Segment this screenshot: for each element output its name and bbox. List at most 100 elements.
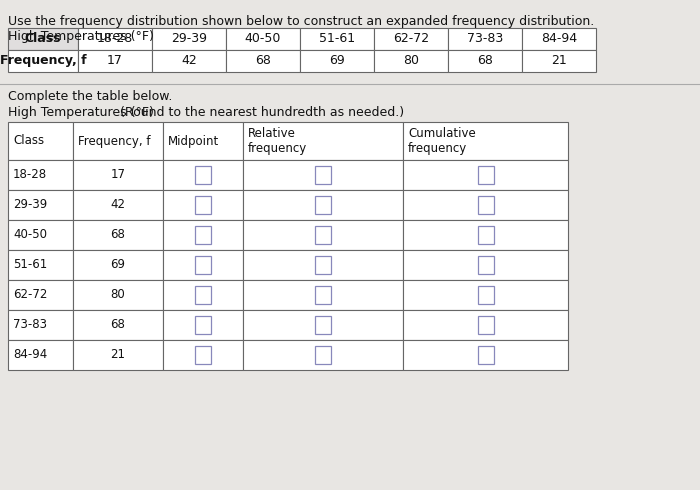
Bar [8,310,73,340]
Text: 29-39: 29-39 [13,198,48,212]
Text: 84-94: 84-94 [541,32,577,46]
Text: 69: 69 [111,259,125,271]
Bar [195,346,211,364]
Bar [477,166,494,184]
Bar [73,220,163,250]
Text: 18-28: 18-28 [97,32,133,46]
Bar [73,250,163,280]
Bar [315,316,331,334]
Bar [522,50,596,72]
Bar [8,220,73,250]
Bar [226,50,300,72]
Text: 42: 42 [111,198,125,212]
Bar [8,28,78,50]
Text: 42: 42 [181,54,197,68]
Bar [195,256,211,274]
Text: 73-83: 73-83 [13,318,47,332]
Text: Cumulative
frequency: Cumulative frequency [408,127,476,155]
Bar [163,250,243,280]
Text: 80: 80 [111,289,125,301]
Bar [477,196,494,214]
Bar [163,340,243,370]
Bar [152,50,226,72]
Bar [403,280,568,310]
Bar [8,280,73,310]
Bar [8,122,73,160]
Text: 73-83: 73-83 [467,32,503,46]
Bar [195,286,211,304]
Bar [195,226,211,244]
Bar [243,122,403,160]
Bar [78,50,152,72]
Bar [195,196,211,214]
Bar [243,310,403,340]
Bar [73,190,163,220]
Text: 69: 69 [329,54,345,68]
Bar [403,190,568,220]
Text: 62-72: 62-72 [393,32,429,46]
Text: 29-39: 29-39 [171,32,207,46]
Bar [315,226,331,244]
Bar [243,340,403,370]
Bar [8,250,73,280]
Bar [477,226,494,244]
Bar [315,256,331,274]
Bar [8,340,73,370]
Bar [73,160,163,190]
Text: High Temperatures (°F): High Temperatures (°F) [8,106,154,119]
Bar [300,28,374,50]
Text: 18-28: 18-28 [13,169,47,181]
Bar [8,50,78,72]
Text: 68: 68 [477,54,493,68]
Bar [8,190,73,220]
Bar [163,122,243,160]
Bar [78,28,152,50]
Bar [315,346,331,364]
Text: (Round to the nearest hundredth as needed.): (Round to the nearest hundredth as neede… [108,106,404,119]
Bar [315,166,331,184]
Bar [315,196,331,214]
Bar [73,310,163,340]
Bar [163,280,243,310]
Text: Relative
frequency: Relative frequency [248,127,307,155]
Bar [403,160,568,190]
Text: 21: 21 [111,348,125,362]
Text: Frequency, f: Frequency, f [0,54,86,68]
Bar [8,160,73,190]
Text: Class: Class [25,32,62,46]
Bar [403,250,568,280]
Text: 40-50: 40-50 [245,32,281,46]
Bar [152,28,226,50]
Bar [374,28,448,50]
Bar [522,28,596,50]
Bar [243,250,403,280]
Bar [243,190,403,220]
Bar [73,340,163,370]
Text: 51-61: 51-61 [13,259,48,271]
Bar [403,220,568,250]
Bar [477,256,494,274]
Bar [403,122,568,160]
Bar [448,50,522,72]
Bar [243,220,403,250]
Text: Frequency, f: Frequency, f [78,134,150,147]
Text: Midpoint: Midpoint [168,134,219,147]
Text: 51-61: 51-61 [319,32,355,46]
Bar [163,160,243,190]
Text: High Temperatures (°F): High Temperatures (°F) [8,30,154,43]
Bar [195,316,211,334]
Bar [477,346,494,364]
Text: Class: Class [13,134,44,147]
Bar [226,28,300,50]
Bar [315,286,331,304]
Bar [163,190,243,220]
Text: 62-72: 62-72 [13,289,48,301]
Bar [163,310,243,340]
Text: 68: 68 [111,228,125,242]
Bar [477,286,494,304]
Text: 84-94: 84-94 [13,348,48,362]
Bar [73,280,163,310]
Text: 68: 68 [111,318,125,332]
Bar [243,280,403,310]
Text: 17: 17 [107,54,123,68]
